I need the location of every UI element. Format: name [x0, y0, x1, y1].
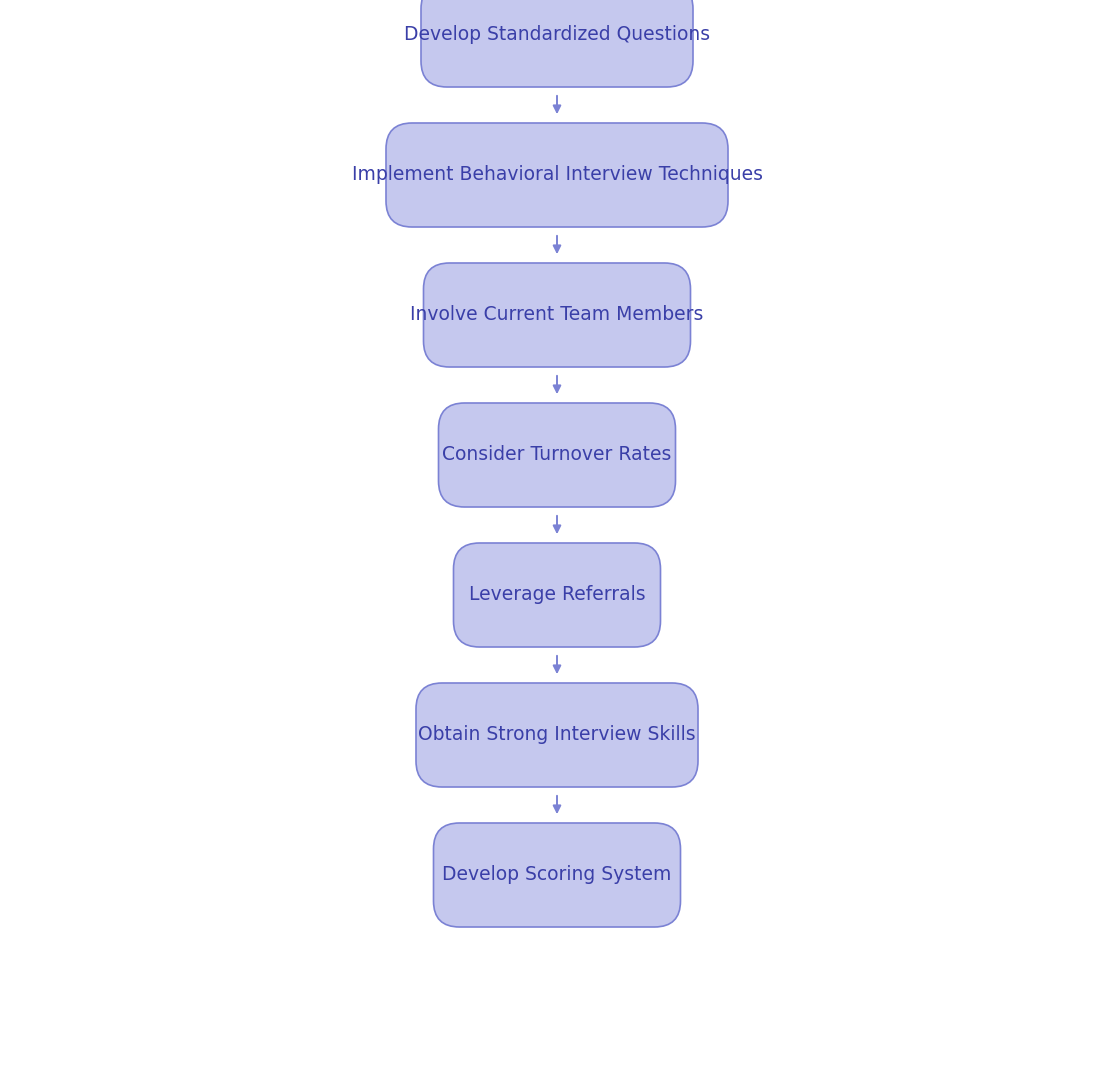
Text: Develop Standardized Questions: Develop Standardized Questions: [404, 26, 710, 44]
Text: Leverage Referrals: Leverage Referrals: [468, 586, 645, 604]
FancyBboxPatch shape: [439, 403, 675, 507]
Text: Obtain Strong Interview Skills: Obtain Strong Interview Skills: [418, 726, 696, 744]
FancyBboxPatch shape: [423, 263, 691, 367]
FancyBboxPatch shape: [454, 543, 661, 647]
FancyBboxPatch shape: [386, 123, 728, 227]
FancyBboxPatch shape: [416, 683, 698, 787]
Text: Consider Turnover Rates: Consider Turnover Rates: [442, 445, 672, 465]
FancyBboxPatch shape: [433, 823, 681, 927]
Text: Implement Behavioral Interview Techniques: Implement Behavioral Interview Technique…: [352, 166, 763, 184]
Text: Involve Current Team Members: Involve Current Team Members: [410, 305, 703, 325]
Text: Develop Scoring System: Develop Scoring System: [442, 865, 672, 885]
FancyBboxPatch shape: [421, 0, 693, 87]
